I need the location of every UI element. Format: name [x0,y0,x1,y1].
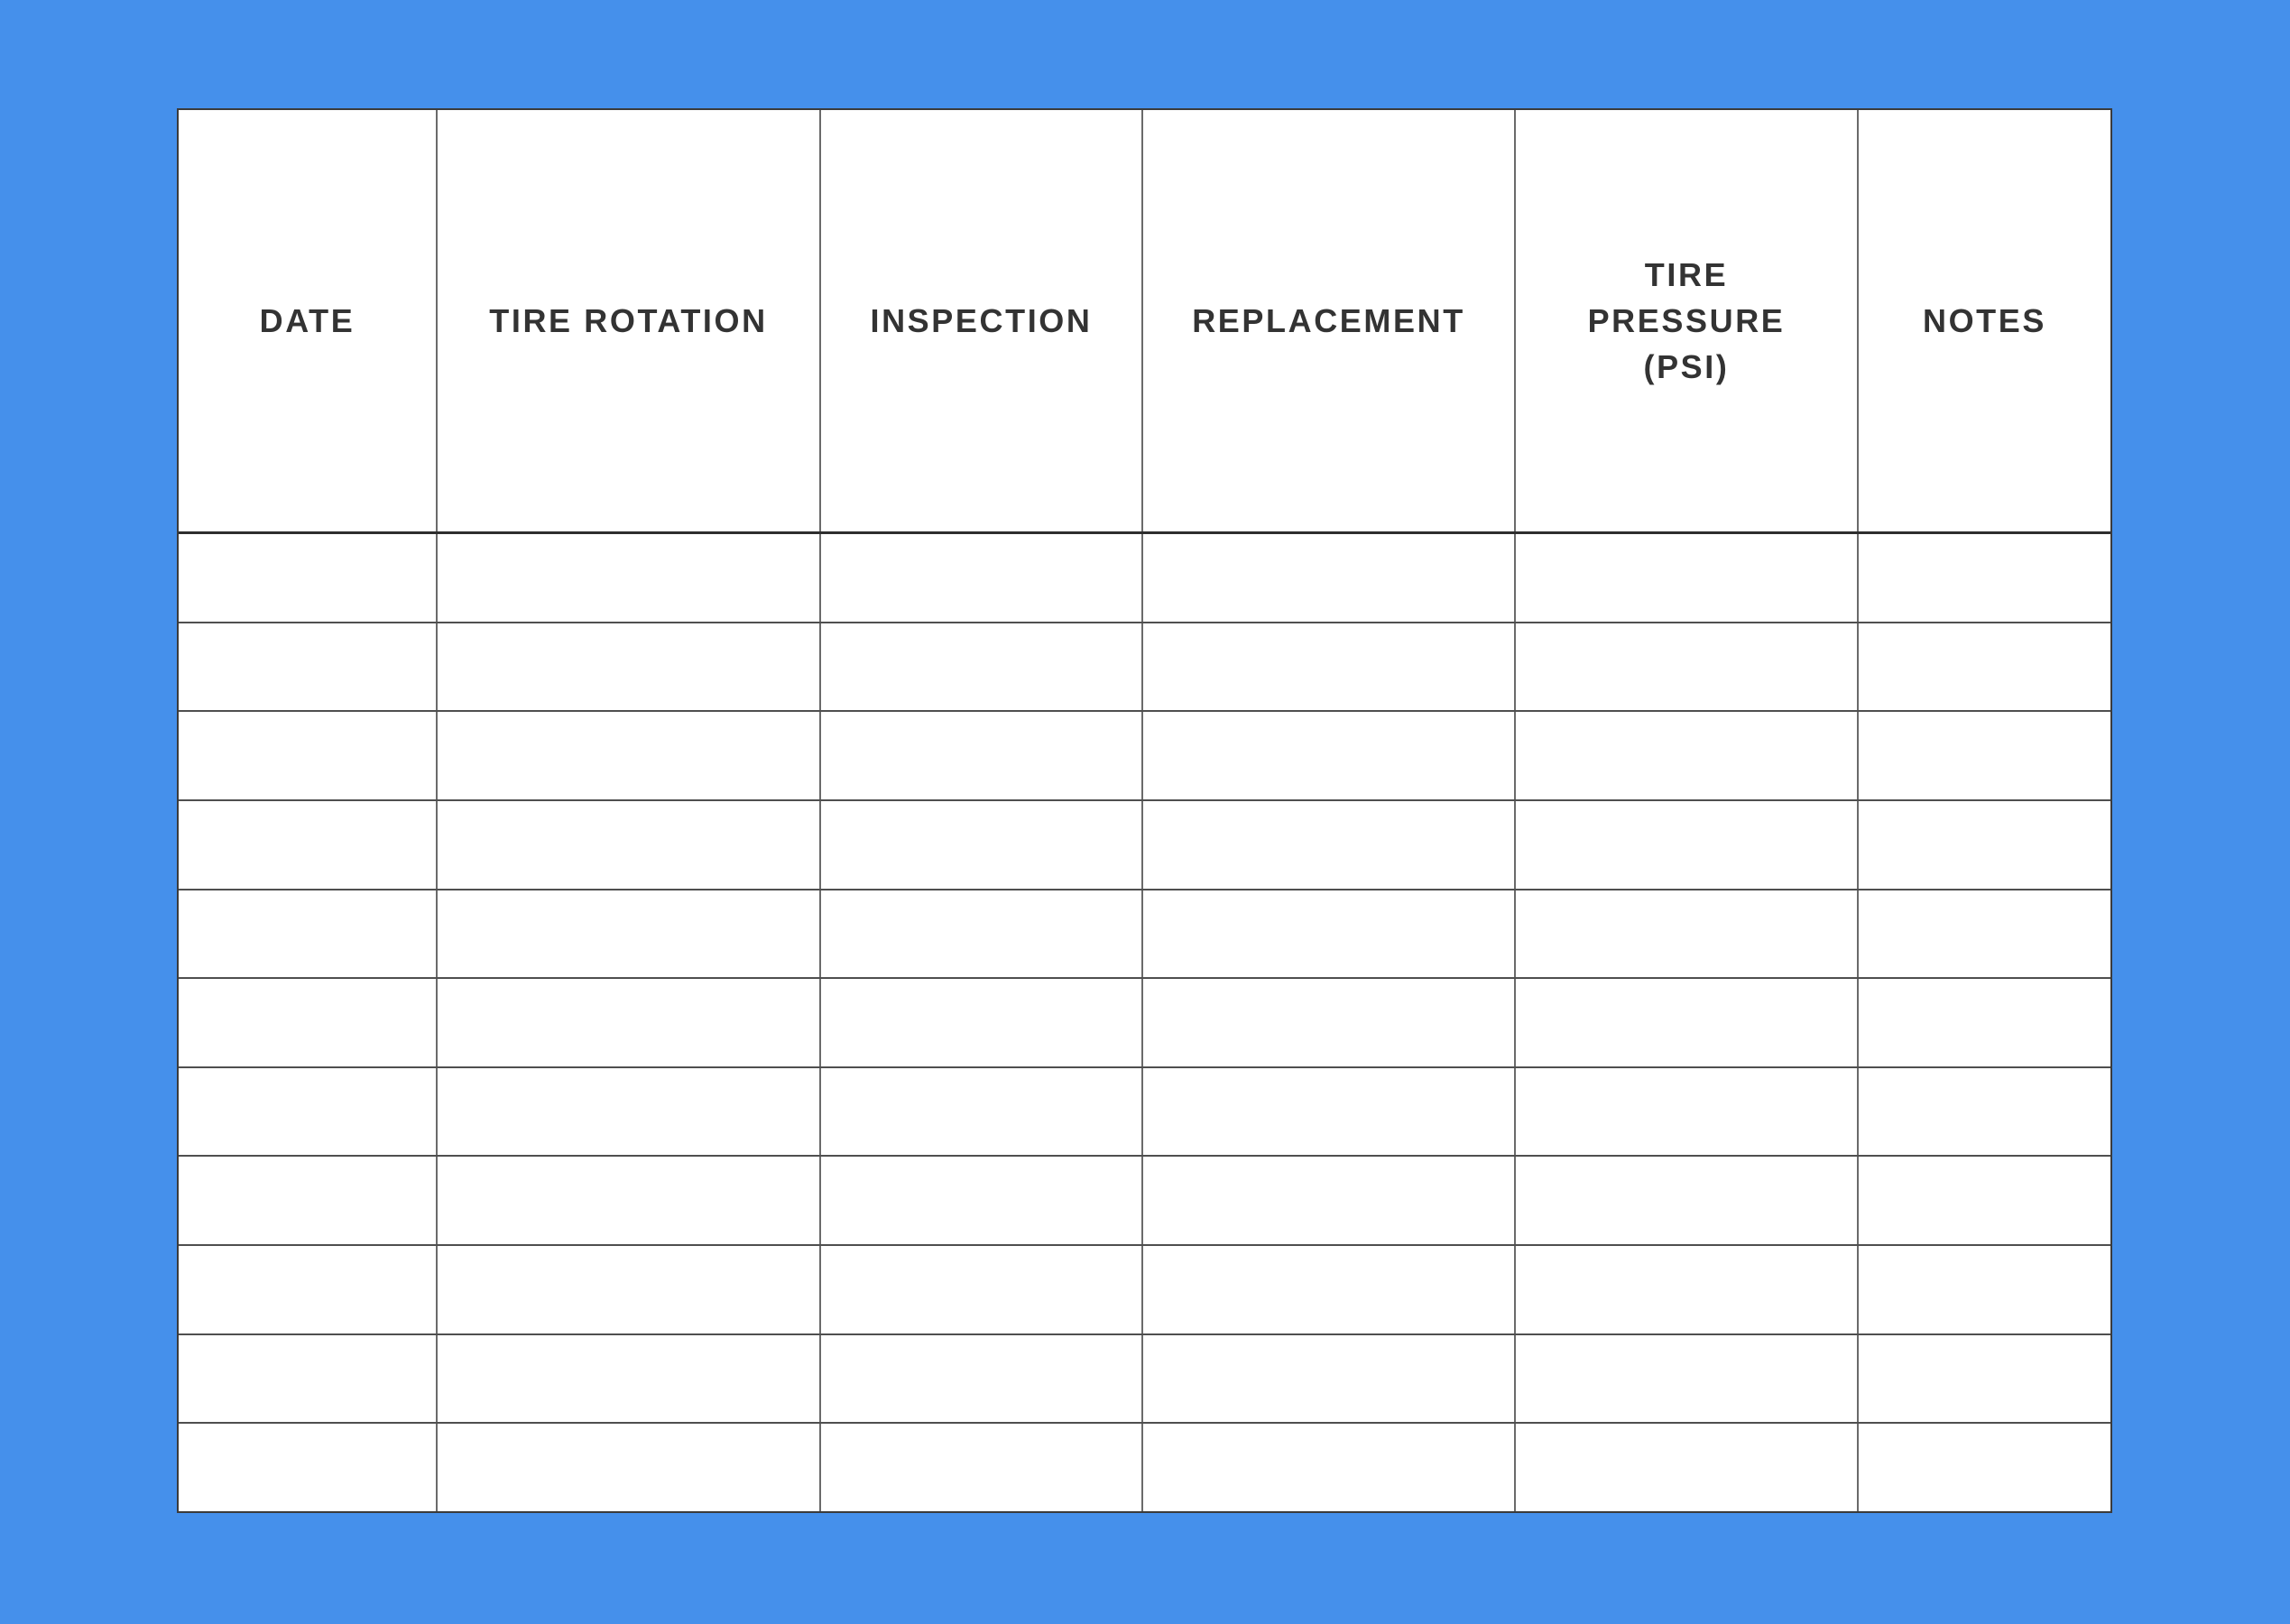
cell-tire-pressure[interactable] [1516,979,1859,1066]
cell-date[interactable] [179,712,438,799]
table-row [179,979,2110,1068]
cell-notes[interactable] [1859,534,2110,622]
column-header-tire-pressure: TIRE PRESSURE (PSI) [1516,110,1859,531]
column-header-tire-rotation: TIRE ROTATION [438,110,821,531]
cell-date[interactable] [179,1334,438,1423]
column-header-replacement: REPLACEMENT [1143,110,1516,531]
cell-tire-pressure[interactable] [1516,1067,1859,1156]
cell-tire-pressure[interactable] [1516,534,1859,622]
column-header-notes: NOTES [1922,301,2046,339]
cell-tire-rotation[interactable] [438,1157,821,1245]
column-header-date: DATE [179,110,438,531]
cell-inspection[interactable] [821,1067,1143,1156]
cell-tire-rotation[interactable] [438,1067,821,1156]
cell-replacement[interactable] [1143,1246,1516,1333]
table-row [179,534,2110,623]
cell-date[interactable] [179,1067,438,1156]
cell-notes[interactable] [1859,1335,2110,1423]
cell-inspection[interactable] [821,979,1143,1066]
cell-notes[interactable] [1859,623,2110,711]
cell-tire-rotation[interactable] [438,623,821,711]
cell-replacement[interactable] [1143,534,1516,622]
table-row [179,1157,2110,1247]
cell-date[interactable] [179,979,438,1066]
cell-inspection[interactable] [821,1424,1143,1512]
cell-date[interactable] [179,623,438,711]
table-row [179,1246,2110,1335]
cell-replacement[interactable] [1143,800,1516,889]
cell-replacement[interactable] [1143,1424,1516,1512]
table-row [179,890,2110,980]
cell-notes[interactable] [1859,712,2110,799]
cell-notes[interactable] [1859,1068,2110,1156]
cell-tire-pressure[interactable] [1516,1334,1859,1423]
cell-inspection[interactable] [821,890,1143,978]
table-row [179,1424,2110,1512]
cell-tire-pressure[interactable] [1516,890,1859,978]
table-row [179,800,2110,890]
column-header-inspection: INSPECTION [821,110,1143,531]
cell-replacement[interactable] [1143,1334,1516,1423]
table-row [179,623,2110,713]
cell-replacement[interactable] [1143,890,1516,978]
cell-replacement[interactable] [1143,623,1516,711]
cell-date[interactable] [179,1424,438,1512]
cell-date[interactable] [179,534,438,622]
cell-tire-rotation[interactable] [438,1334,821,1423]
cell-date[interactable] [179,890,438,978]
table-header-row: DATE TIRE ROTATION INSPECTION REPLACEMEN… [179,110,2110,534]
cell-inspection[interactable] [821,800,1143,889]
cell-tire-rotation[interactable] [438,1246,821,1333]
cell-inspection[interactable] [821,712,1143,799]
cell-inspection[interactable] [821,623,1143,711]
table-body [179,534,2110,1512]
cell-notes[interactable] [1859,890,2110,978]
cell-replacement[interactable] [1143,712,1516,799]
table-row [179,712,2110,801]
cell-tire-pressure[interactable] [1516,712,1859,799]
cell-tire-rotation[interactable] [438,890,821,978]
cell-tire-pressure[interactable] [1516,623,1859,711]
cell-inspection[interactable] [821,1334,1143,1423]
cell-inspection[interactable] [821,1157,1143,1245]
cell-tire-rotation[interactable] [438,979,821,1066]
cell-notes[interactable] [1859,1424,2110,1511]
cell-notes[interactable] [1859,801,2110,889]
cell-date[interactable] [179,1157,438,1245]
table-row [179,1334,2110,1425]
tire-maintenance-table: DATE TIRE ROTATION INSPECTION REPLACEMEN… [177,108,2112,1513]
cell-inspection[interactable] [821,534,1143,622]
table-row [179,1067,2110,1158]
cell-tire-rotation[interactable] [438,534,821,622]
cell-tire-rotation[interactable] [438,800,821,889]
cell-replacement[interactable] [1143,1067,1516,1156]
cell-notes[interactable] [1859,1157,2110,1244]
cell-notes[interactable] [1859,979,2110,1066]
cell-date[interactable] [179,800,438,889]
cell-inspection[interactable] [821,1246,1143,1333]
cell-tire-pressure[interactable] [1516,800,1859,889]
cell-replacement[interactable] [1143,1157,1516,1245]
cell-tire-pressure[interactable] [1516,1246,1859,1333]
cell-tire-rotation[interactable] [438,1424,821,1512]
cell-date[interactable] [179,1246,438,1333]
cell-replacement[interactable] [1143,979,1516,1066]
cell-tire-rotation[interactable] [438,712,821,799]
cell-tire-pressure[interactable] [1516,1424,1859,1512]
cell-tire-pressure[interactable] [1516,1157,1859,1245]
cell-notes[interactable] [1859,1246,2110,1333]
